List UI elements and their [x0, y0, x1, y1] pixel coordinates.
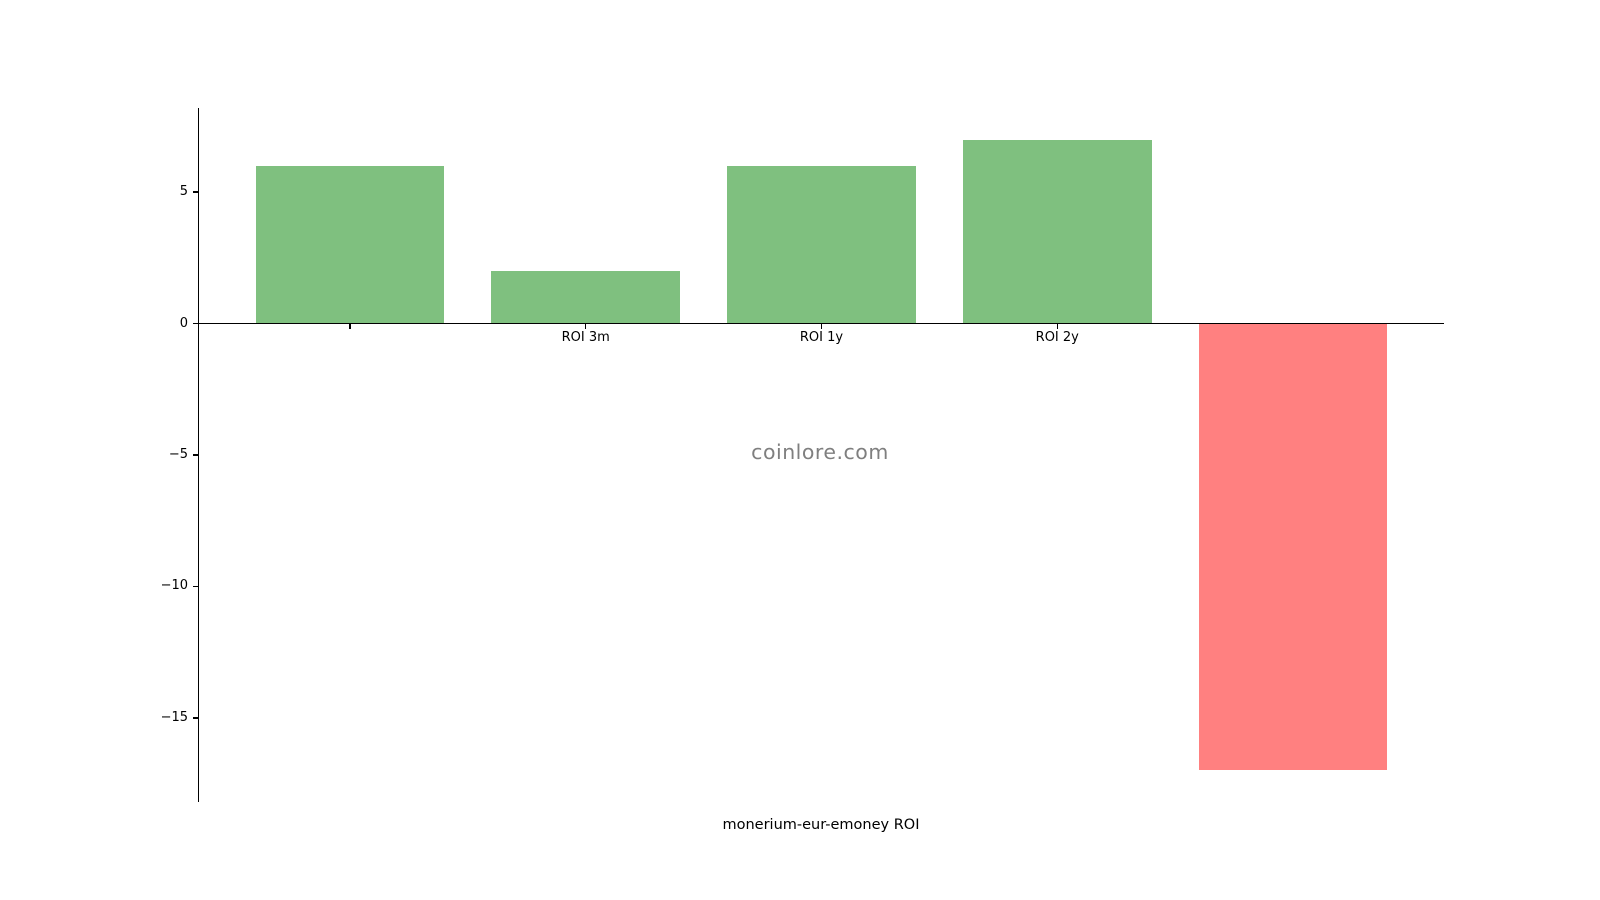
y-tick-label: −15 — [160, 709, 188, 725]
x-tick-mark — [585, 323, 587, 329]
x-tick-label: ROI 1y — [799, 329, 844, 345]
roi-bar-positive — [255, 165, 445, 324]
y-tick-mark — [193, 585, 198, 588]
roi-bar-positive — [491, 270, 680, 324]
y-tick-label: −5 — [168, 447, 188, 462]
chart-title: monerium-eur-emoney ROI — [722, 817, 920, 833]
y-tick-mark — [193, 322, 198, 325]
x-tick-label: ROI 3m — [561, 329, 610, 345]
y-tick-mark — [193, 717, 198, 719]
y-tick-mark — [193, 454, 198, 456]
y-tick-mark — [193, 191, 198, 193]
x-tick-mark — [820, 323, 823, 329]
y-axis-line — [198, 108, 200, 802]
roi-bar-positive — [962, 139, 1152, 324]
y-tick-label: 5 — [179, 184, 188, 200]
plot-area: 5 0 −5 −10 −15 ROI 3m ROI 1y ROI 2y — [161, 108, 1444, 802]
coinlore-watermark: coinlore.com — [751, 440, 889, 464]
roi-bar-negative — [1198, 323, 1388, 771]
y-tick-label: −10 — [160, 578, 188, 594]
x-tick-label: ROI 2y — [1035, 329, 1079, 345]
x-tick-mark — [349, 323, 351, 329]
y-tick-label: 0 — [179, 315, 188, 331]
x-tick-mark — [1056, 323, 1058, 329]
roi-bar-positive — [727, 165, 916, 324]
